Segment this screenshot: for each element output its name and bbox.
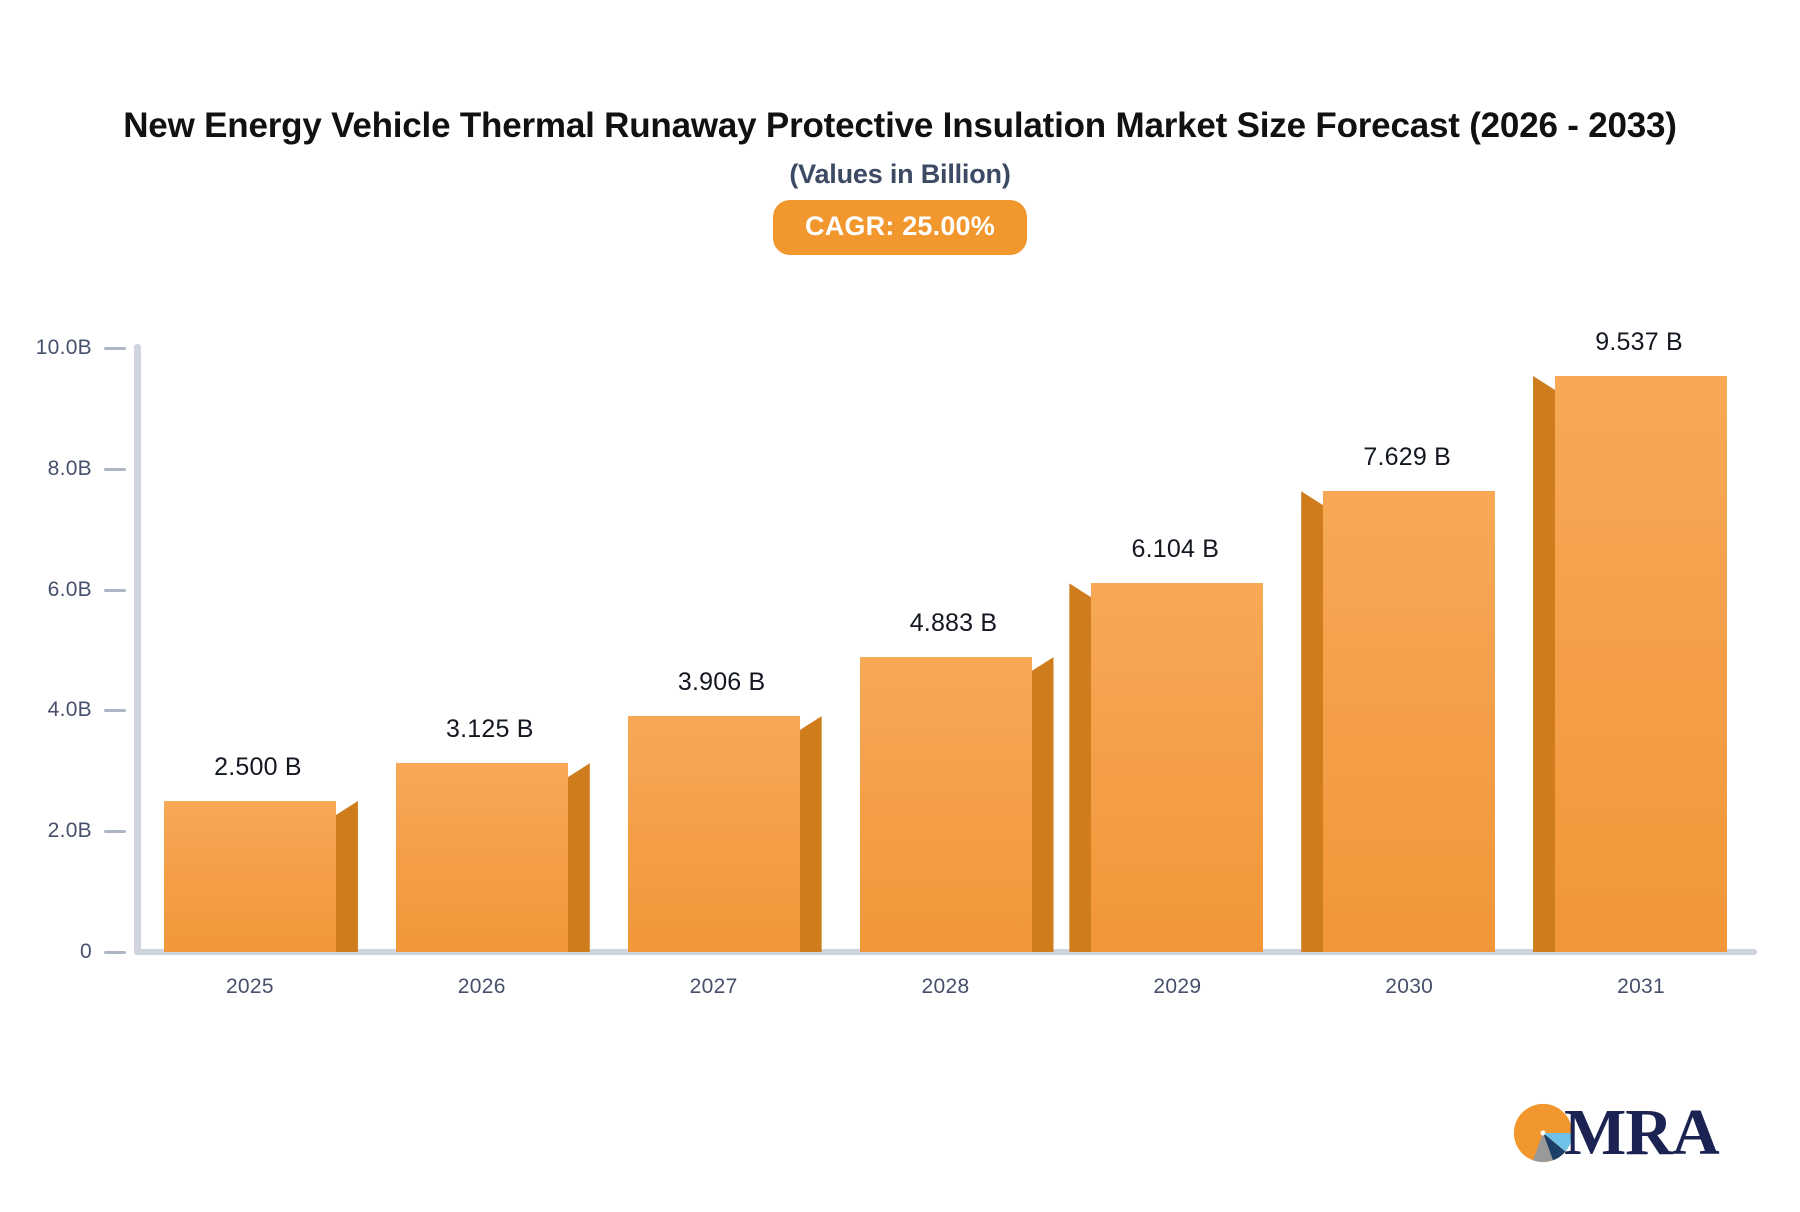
bar-side-face <box>799 716 822 952</box>
bar-side-face <box>1301 491 1324 952</box>
logo-wordmark: MRA <box>1564 1096 1720 1169</box>
bar-front-face <box>859 657 1032 952</box>
bar-front-face <box>395 763 568 952</box>
y-axis-tick-mark <box>104 588 126 592</box>
bar-front-face <box>627 716 800 952</box>
bar-front-face <box>1323 491 1496 952</box>
bar-series: 2.500 B 2025 3.125 B 2026 3.906 B 2027 4.883 B… <box>134 0 1757 1212</box>
x-axis-tick-label: 2026 <box>457 975 506 998</box>
bar-value-label: 4.883 B <box>909 609 998 638</box>
bar-value-label: 3.906 B <box>677 668 766 697</box>
x-axis-line <box>134 949 1757 955</box>
y-axis-tick-label: 8.0B <box>47 456 92 480</box>
bar-side-face <box>567 763 590 952</box>
y-axis-tick-mark <box>104 709 126 713</box>
x-axis-tick-label: 2027 <box>689 975 738 998</box>
bar[interactable] <box>1069 583 1264 952</box>
pie-chart-logo-icon <box>1513 1103 1573 1163</box>
x-axis-tick-label: 2029 <box>1153 975 1202 998</box>
x-axis-tick-label: 2025 <box>225 975 274 998</box>
bar[interactable] <box>395 763 590 952</box>
bar-side-face <box>335 801 358 952</box>
bar-side-face <box>1533 375 1556 952</box>
bar-front-face <box>163 801 336 952</box>
bar-value-label: 6.104 B <box>1131 535 1220 564</box>
chart-header: New Energy Vehicle Thermal Runaway Prote… <box>0 104 1800 255</box>
x-axis-tick-label: 2031 <box>1617 975 1666 998</box>
y-axis-tick-label: 10.0B <box>35 336 92 359</box>
x-axis-tick-label: 2028 <box>921 975 970 998</box>
y-axis-tick-mark <box>104 951 126 954</box>
y-axis-tick-mark <box>104 830 126 834</box>
bar-value-label: 2.500 B <box>214 753 302 781</box>
bar[interactable] <box>1533 375 1728 952</box>
chart-subtitle: (Values in Billion) <box>789 158 1011 189</box>
y-axis-tick-mark <box>104 467 126 471</box>
bar[interactable] <box>163 801 358 952</box>
y-axis-ticks: 0 2.0B 4.0B 6.0B 8.0B 10.0B <box>0 0 134 1212</box>
bar-front-face <box>1091 583 1264 952</box>
y-axis-tick-label: 4.0B <box>47 698 92 722</box>
y-axis-tick-mark <box>104 347 126 350</box>
cagr-badge-wrapper: CAGR: 25.00% <box>0 199 1800 255</box>
bar-value-label: 3.125 B <box>445 715 534 744</box>
x-axis-tick-label: 2030 <box>1385 975 1434 998</box>
bar-value-label: 9.537 B <box>1595 327 1683 356</box>
bar-value-label: 7.629 B <box>1363 443 1451 472</box>
y-axis-tick-label: 6.0B <box>47 577 92 601</box>
y-axis-tick-label: 0 <box>80 940 92 963</box>
chart-title: New Energy Vehicle Thermal Runaway Prote… <box>123 106 1677 145</box>
bar[interactable] <box>1301 491 1496 952</box>
bar-side-face <box>1069 583 1092 952</box>
y-axis-line <box>134 344 141 955</box>
cagr-badge: CAGR: 25.00% <box>773 199 1027 255</box>
y-axis-tick-label: 2.0B <box>47 819 92 843</box>
bar[interactable] <box>859 657 1054 952</box>
mra-logo: MRA <box>1512 1096 1720 1169</box>
bar-front-face <box>1555 375 1728 952</box>
bar[interactable] <box>627 716 822 952</box>
bar-side-face <box>1031 657 1054 952</box>
